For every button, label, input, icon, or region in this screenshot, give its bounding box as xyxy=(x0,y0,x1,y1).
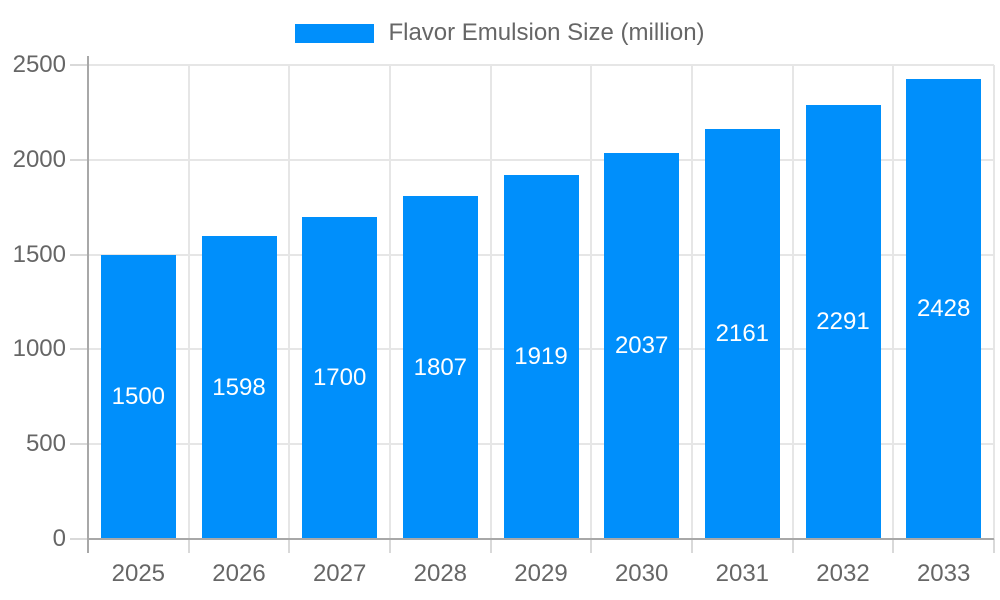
legend-swatch xyxy=(295,23,375,43)
y-gridline xyxy=(88,64,994,66)
x-gridline xyxy=(288,65,291,539)
x-axis-label: 2031 xyxy=(715,560,770,587)
bar-2030[interactable] xyxy=(604,152,680,539)
x-tick xyxy=(691,539,693,553)
bar-value-label: 2291 xyxy=(816,307,870,335)
x-gridline xyxy=(691,65,693,539)
x-axis-label: 2033 xyxy=(916,560,971,587)
bar-value-label: 2161 xyxy=(715,320,770,348)
y-tick xyxy=(70,64,88,66)
y-tick xyxy=(70,158,88,161)
bar-value-label: 1700 xyxy=(312,363,367,391)
bar-2028[interactable] xyxy=(402,196,478,539)
legend-label: Flavor Emulsion Size (million) xyxy=(388,19,705,46)
x-tick xyxy=(993,539,995,553)
x-axis-label: 2025 xyxy=(111,560,166,587)
bar-2031[interactable] xyxy=(704,129,780,539)
bar-value-label: 1500 xyxy=(111,382,166,410)
bar-value-label: 2428 xyxy=(916,294,971,322)
bar-2032[interactable] xyxy=(805,104,881,539)
x-axis-label: 2030 xyxy=(614,560,669,587)
x-tick xyxy=(389,539,391,553)
x-tick xyxy=(590,539,593,553)
y-axis-label: 500 xyxy=(25,430,66,458)
x-axis-label: 2026 xyxy=(212,560,266,587)
x-axis-label: 2028 xyxy=(413,560,468,587)
x-gridline xyxy=(489,65,492,539)
y-axis-label: 2500 xyxy=(12,51,66,78)
bar-2029[interactable] xyxy=(503,175,579,539)
x-tick xyxy=(892,539,895,553)
x-tick xyxy=(288,539,291,553)
x-gridline xyxy=(791,65,794,539)
y-tick xyxy=(70,538,88,540)
bar-value-label: 1598 xyxy=(212,373,266,401)
x-tick xyxy=(187,539,190,553)
y-axis-line xyxy=(87,56,89,553)
x-axis-label: 2032 xyxy=(816,560,870,587)
bar-2026[interactable] xyxy=(201,236,277,539)
x-gridline xyxy=(187,65,190,539)
y-axis-label: 0 xyxy=(52,525,66,552)
x-gridline xyxy=(993,65,995,539)
bar-value-label: 2037 xyxy=(614,331,669,359)
y-gridline xyxy=(88,158,994,161)
bar-2027[interactable] xyxy=(302,216,378,539)
bar-2025[interactable] xyxy=(100,254,176,539)
y-tick xyxy=(70,348,88,351)
x-gridline xyxy=(892,65,895,539)
x-axis-line xyxy=(88,538,994,540)
y-tick xyxy=(70,253,88,256)
y-axis-label: 2000 xyxy=(12,145,66,173)
x-tick xyxy=(489,539,492,553)
y-tick xyxy=(70,443,88,446)
bar-value-label: 1919 xyxy=(514,343,568,371)
bar-2033[interactable] xyxy=(906,78,982,539)
x-gridline xyxy=(590,65,593,539)
x-axis-label: 2029 xyxy=(514,560,568,587)
bar-value-label: 1807 xyxy=(413,353,468,381)
x-gridline xyxy=(389,65,391,539)
x-axis-label: 2027 xyxy=(312,560,367,587)
legend[interactable]: Flavor Emulsion Size (million) xyxy=(0,19,1000,47)
y-axis-label: 1000 xyxy=(12,335,66,363)
x-tick xyxy=(791,539,794,553)
y-axis-label: 1500 xyxy=(12,240,66,268)
